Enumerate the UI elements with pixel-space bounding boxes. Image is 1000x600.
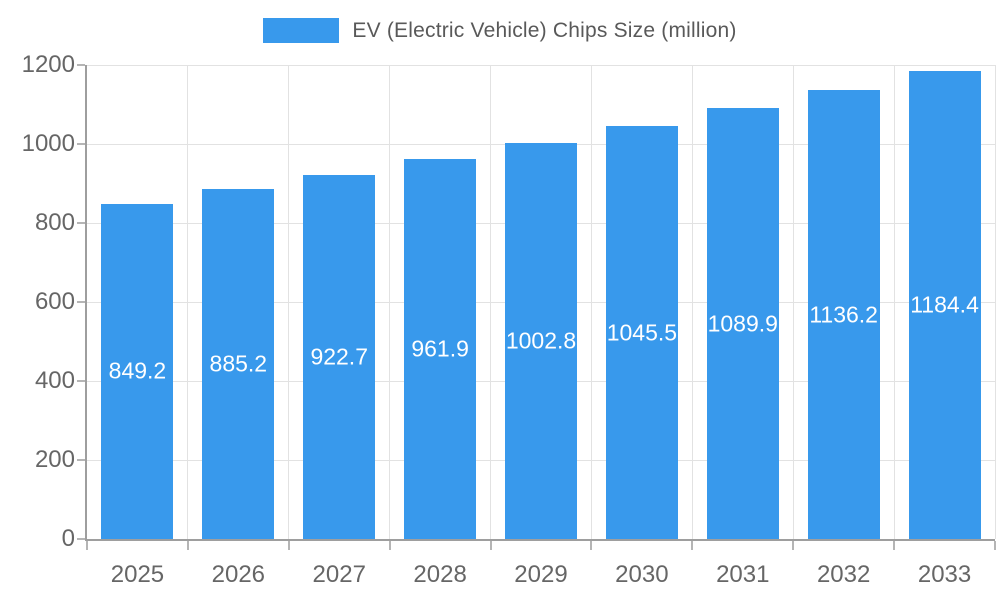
x-tick-mark xyxy=(388,541,391,550)
bar xyxy=(202,189,274,539)
x-tick-label: 2032 xyxy=(816,561,871,588)
x-tick-mark xyxy=(287,541,290,550)
bar xyxy=(606,126,678,539)
y-tick-label: 1200 xyxy=(21,51,75,78)
y-tick-label: 0 xyxy=(61,525,75,552)
x-tick-label: 2026 xyxy=(211,561,266,588)
bar-value-label: 1136.2 xyxy=(809,301,878,328)
gridline-vertical xyxy=(994,65,996,539)
bar xyxy=(707,108,779,539)
bar-value-label: 849.2 xyxy=(108,357,167,384)
x-tick-label: 2028 xyxy=(413,561,467,588)
y-tick-label: 1000 xyxy=(21,130,75,157)
bar xyxy=(505,142,577,539)
gridline-vertical xyxy=(691,65,693,539)
gridline-vertical xyxy=(490,65,492,539)
y-tick-mark xyxy=(77,301,85,303)
y-tick-mark xyxy=(77,538,85,540)
legend-item-ev-chips[interactable]: EV (Electric Vehicle) Chips Size (millio… xyxy=(263,18,736,43)
gridline-vertical xyxy=(389,65,391,539)
y-axis-line xyxy=(85,65,87,541)
y-tick-label: 200 xyxy=(34,446,75,473)
bar xyxy=(808,90,880,539)
bar xyxy=(404,159,476,539)
bar xyxy=(909,71,981,539)
y-tick-mark xyxy=(77,380,85,382)
bar-value-label: 961.9 xyxy=(411,335,469,362)
gridline-vertical xyxy=(792,65,794,539)
bar-value-label: 922.7 xyxy=(310,343,368,370)
x-tick-mark xyxy=(792,541,795,550)
y-tick-mark xyxy=(77,143,85,145)
x-tick-label: 2030 xyxy=(615,561,669,588)
x-tick-label: 2031 xyxy=(716,561,770,588)
bar-value-label: 885.2 xyxy=(209,350,268,377)
x-tick-mark xyxy=(893,541,896,550)
chart-legend: EV (Electric Vehicle) Chips Size (millio… xyxy=(0,18,1000,43)
x-tick-label: 2033 xyxy=(917,561,972,588)
x-tick-mark xyxy=(489,541,492,550)
bar-value-label: 1089.9 xyxy=(707,310,778,337)
x-tick-label: 2027 xyxy=(312,561,366,588)
x-tick-mark xyxy=(186,541,189,550)
x-tick-mark xyxy=(994,541,996,550)
bar-value-label: 1045.5 xyxy=(606,319,678,345)
bar xyxy=(101,203,173,539)
bar xyxy=(303,174,375,539)
y-tick-label: 800 xyxy=(34,209,75,236)
x-tick-label: 2025 xyxy=(110,561,165,588)
legend-swatch xyxy=(263,18,340,43)
x-tick-label: 2029 xyxy=(514,561,568,588)
x-tick-mark xyxy=(590,541,593,550)
y-tick-mark xyxy=(77,64,85,66)
x-tick-mark xyxy=(86,541,88,550)
gridline-vertical xyxy=(288,65,290,539)
gridline-horizontal xyxy=(87,64,995,66)
x-tick-mark xyxy=(691,541,694,550)
bar-value-label: 1184.4 xyxy=(910,291,979,318)
y-tick-mark xyxy=(77,459,85,461)
gridline-vertical xyxy=(893,65,895,539)
gridline-vertical xyxy=(590,65,592,539)
y-tick-mark xyxy=(77,222,85,224)
y-tick-label: 600 xyxy=(34,288,75,315)
bar-value-label: 1002.8 xyxy=(505,327,577,354)
legend-label: EV (Electric Vehicle) Chips Size (millio… xyxy=(352,18,737,42)
x-axis-line xyxy=(85,539,995,541)
y-tick-label: 400 xyxy=(34,367,75,394)
gridline-vertical xyxy=(187,65,189,539)
